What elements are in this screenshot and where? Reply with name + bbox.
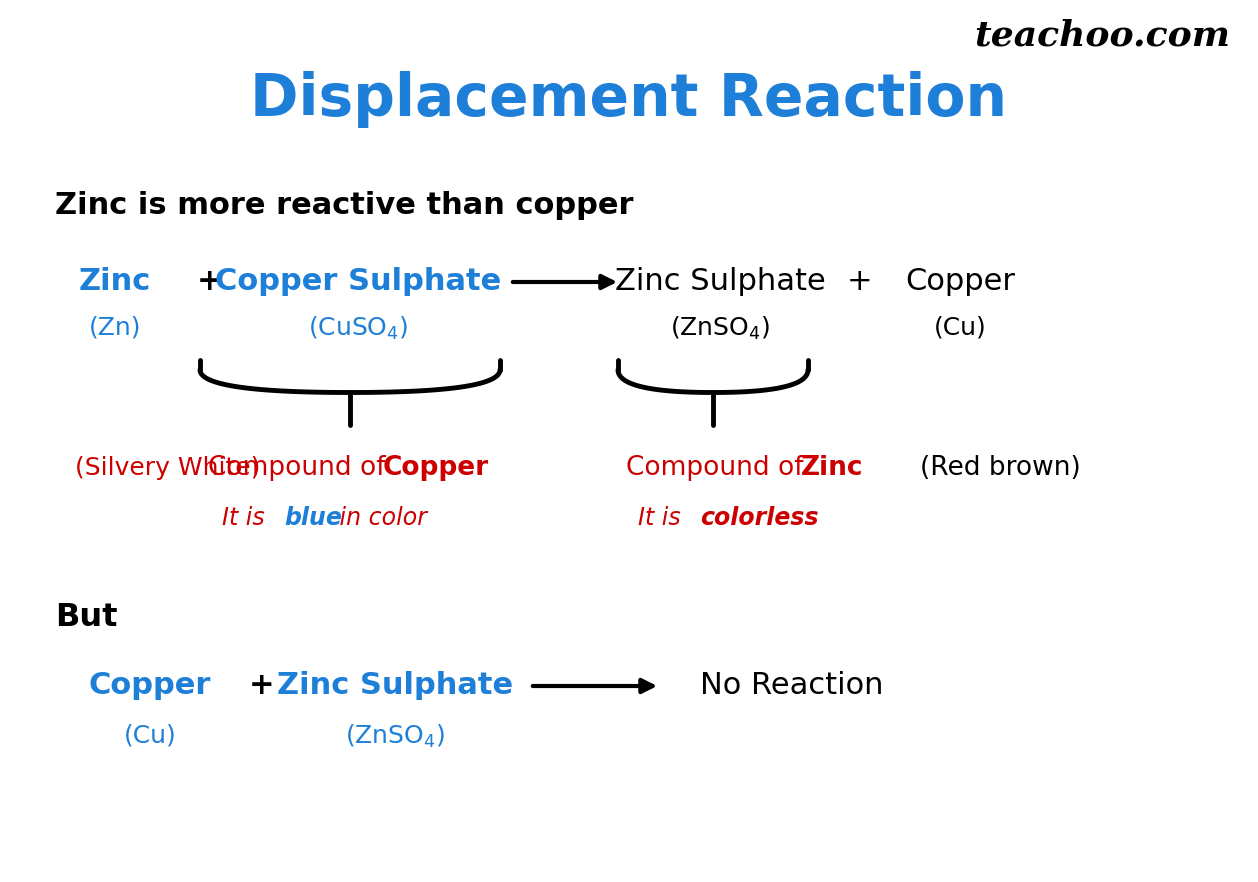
Text: It is: It is bbox=[221, 506, 272, 530]
Text: (ZnSO$_4$): (ZnSO$_4$) bbox=[671, 314, 770, 341]
Text: (Red brown): (Red brown) bbox=[920, 455, 1081, 481]
Text: (Cu): (Cu) bbox=[123, 724, 176, 748]
Text: Zinc is more reactive than copper: Zinc is more reactive than copper bbox=[55, 191, 634, 220]
Text: Zinc Sulphate: Zinc Sulphate bbox=[615, 267, 825, 296]
Text: colorless: colorless bbox=[699, 506, 819, 530]
Text: Copper: Copper bbox=[905, 267, 1015, 296]
Text: Compound of: Compound of bbox=[208, 455, 394, 481]
Text: Copper: Copper bbox=[89, 671, 211, 700]
Text: +: + bbox=[249, 671, 274, 700]
Text: Zinc Sulphate: Zinc Sulphate bbox=[277, 671, 513, 700]
Text: But: But bbox=[55, 602, 117, 633]
Text: (Zn): (Zn) bbox=[89, 316, 141, 340]
Text: +: + bbox=[847, 267, 873, 296]
Text: Zinc: Zinc bbox=[801, 455, 863, 481]
Text: No Reaction: No Reaction bbox=[699, 671, 883, 700]
Text: blue: blue bbox=[284, 506, 342, 530]
Text: Zinc: Zinc bbox=[79, 267, 151, 296]
Text: Displacement Reaction: Displacement Reaction bbox=[250, 71, 1008, 129]
Text: Copper: Copper bbox=[382, 455, 489, 481]
Text: (CuSO$_4$): (CuSO$_4$) bbox=[308, 314, 408, 341]
Text: It is: It is bbox=[638, 506, 688, 530]
Text: Copper Sulphate: Copper Sulphate bbox=[215, 267, 501, 296]
Text: teachoo.com: teachoo.com bbox=[974, 18, 1230, 52]
Text: (ZnSO$_4$): (ZnSO$_4$) bbox=[345, 722, 445, 750]
Text: Compound of: Compound of bbox=[626, 455, 811, 481]
Text: (Cu): (Cu) bbox=[933, 316, 986, 340]
Text: +: + bbox=[198, 267, 223, 296]
Text: in color: in color bbox=[332, 506, 426, 530]
Text: (Silvery White): (Silvery White) bbox=[75, 456, 260, 480]
